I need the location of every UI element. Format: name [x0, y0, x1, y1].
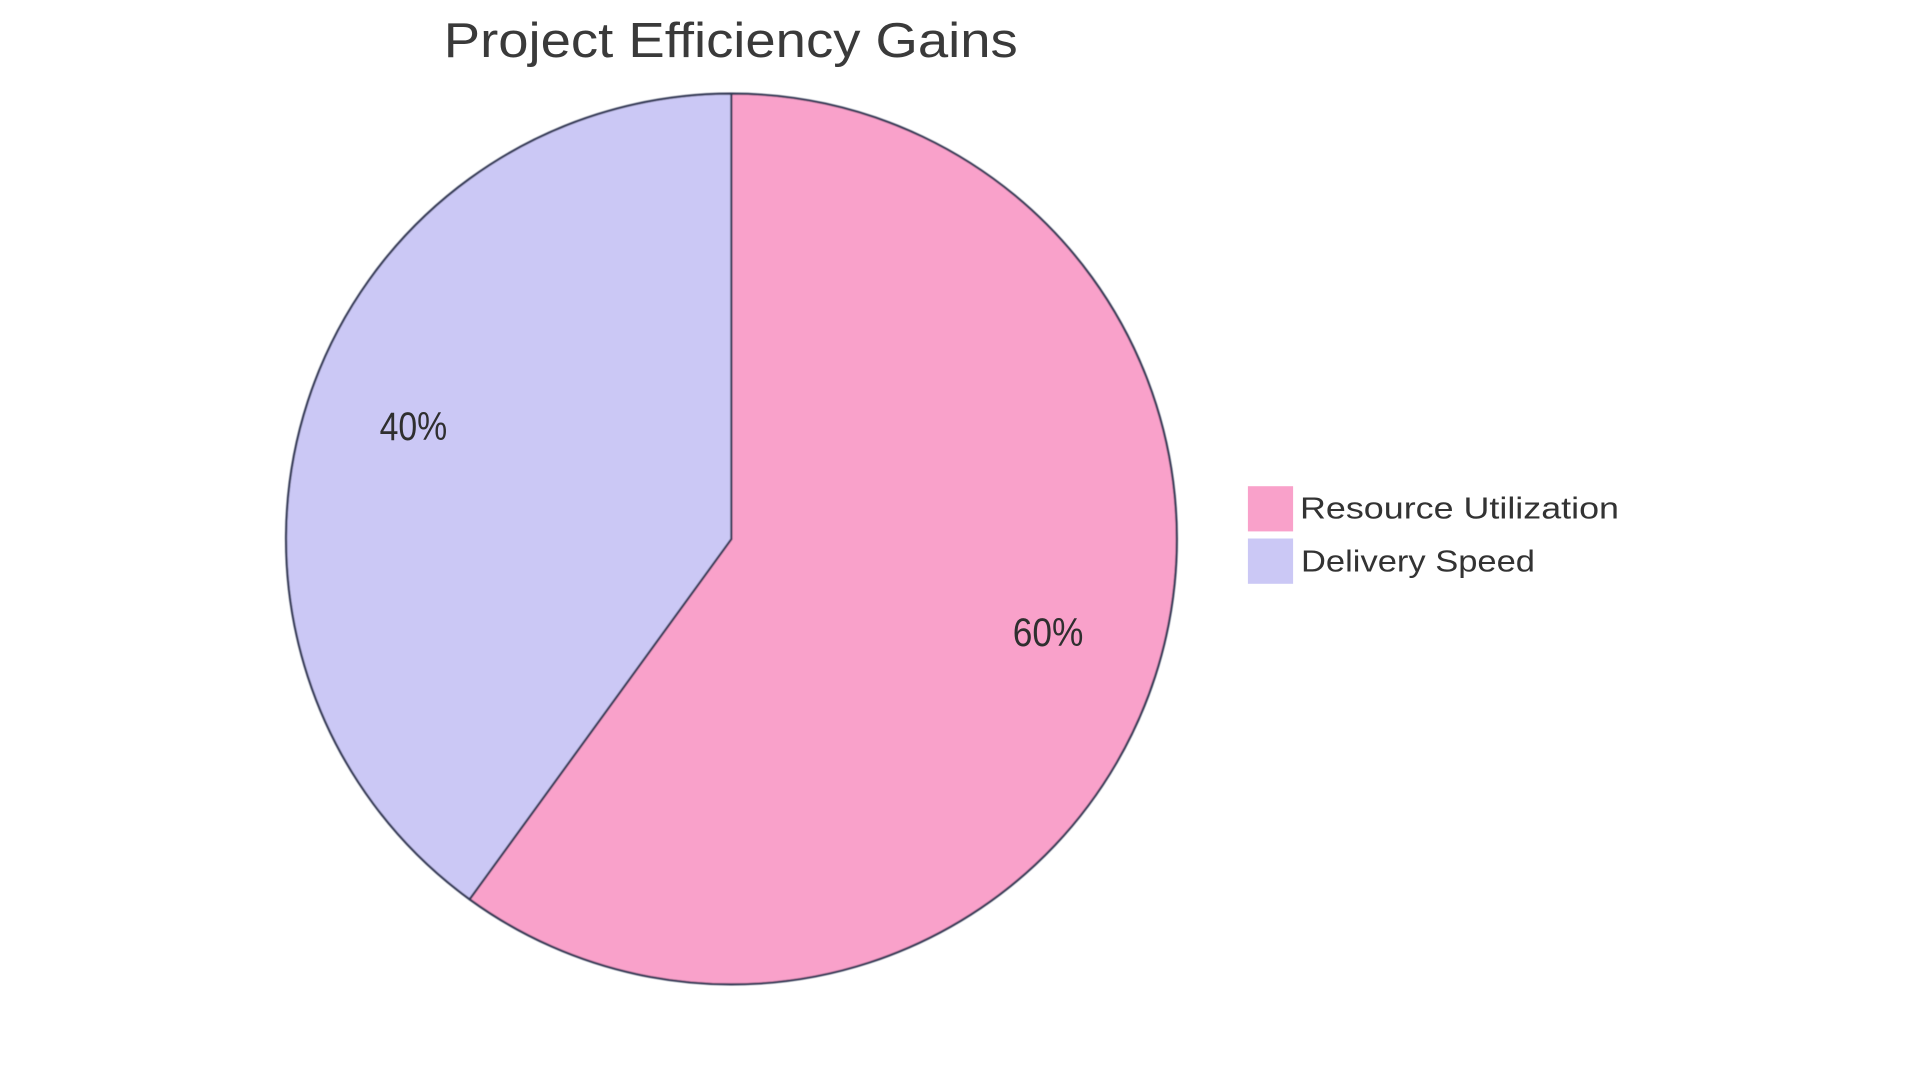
svg-text:Delivery Speed: Delivery Speed — [1301, 545, 1535, 579]
svg-text:40%: 40% — [380, 405, 448, 449]
svg-text:Resource Utilization: Resource Utilization — [1300, 492, 1619, 526]
svg-text:Project Efficiency Gains: Project Efficiency Gains — [444, 14, 1018, 68]
svg-text:60%: 60% — [1013, 611, 1084, 655]
